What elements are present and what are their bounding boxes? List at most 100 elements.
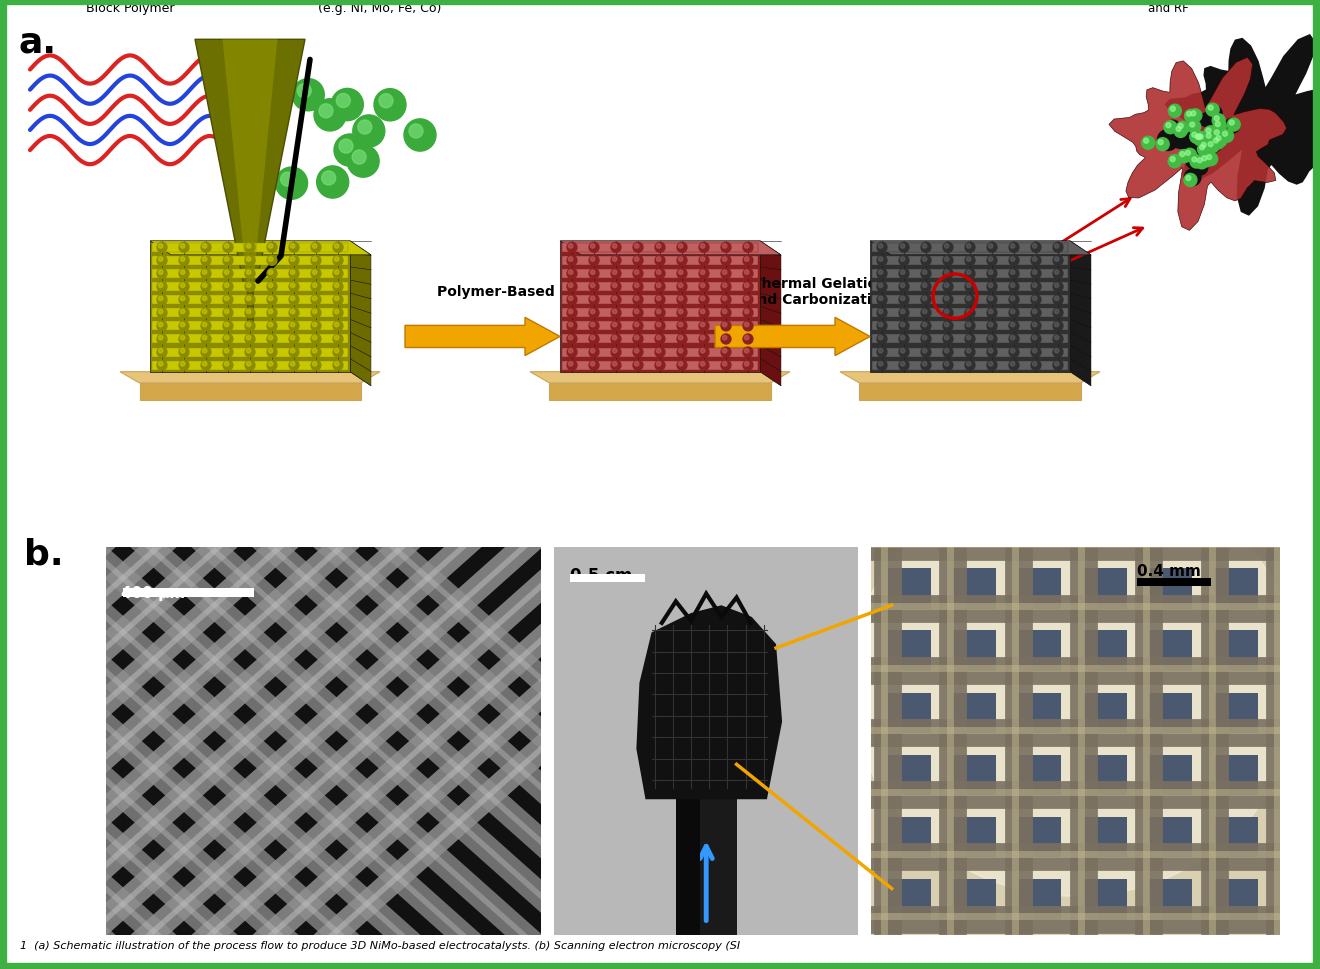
Circle shape (878, 323, 883, 328)
Circle shape (700, 282, 709, 293)
Circle shape (1032, 270, 1038, 275)
Circle shape (568, 334, 577, 345)
Circle shape (333, 348, 343, 358)
Circle shape (202, 244, 207, 249)
Circle shape (965, 269, 975, 279)
Circle shape (1184, 174, 1197, 187)
Circle shape (900, 362, 906, 366)
Circle shape (1225, 119, 1239, 134)
Circle shape (246, 269, 255, 279)
Bar (1214, 755, 1258, 796)
Circle shape (656, 349, 661, 354)
Circle shape (989, 310, 993, 314)
Bar (873, 322, 1068, 331)
Circle shape (921, 296, 931, 305)
Circle shape (379, 95, 393, 109)
Circle shape (989, 362, 993, 366)
Circle shape (181, 323, 185, 328)
Circle shape (290, 323, 294, 328)
Bar (1150, 569, 1192, 610)
Circle shape (246, 296, 255, 305)
Circle shape (1010, 258, 1015, 262)
Circle shape (1031, 296, 1041, 305)
Circle shape (590, 284, 595, 288)
Polygon shape (350, 241, 371, 387)
Circle shape (1197, 135, 1201, 140)
Circle shape (352, 151, 366, 165)
Circle shape (246, 282, 255, 293)
Circle shape (921, 360, 931, 371)
Circle shape (634, 282, 643, 293)
Bar (562, 243, 758, 253)
Bar (873, 309, 1068, 318)
Circle shape (201, 308, 211, 319)
Circle shape (923, 284, 927, 288)
Circle shape (246, 308, 255, 319)
Circle shape (290, 349, 294, 354)
Circle shape (1176, 127, 1181, 132)
Bar (1150, 755, 1192, 796)
Circle shape (701, 349, 705, 354)
Bar (873, 335, 1068, 344)
Circle shape (721, 256, 731, 266)
Circle shape (247, 362, 251, 366)
Circle shape (313, 362, 317, 366)
Circle shape (987, 322, 997, 331)
Circle shape (966, 297, 972, 301)
Circle shape (1055, 244, 1059, 249)
Circle shape (290, 362, 294, 366)
Circle shape (744, 270, 748, 275)
Bar (562, 309, 758, 318)
Circle shape (744, 310, 748, 314)
Circle shape (611, 269, 620, 279)
Circle shape (987, 269, 997, 279)
Circle shape (202, 310, 207, 314)
Circle shape (678, 297, 682, 301)
Circle shape (878, 270, 883, 275)
Circle shape (966, 336, 972, 340)
Circle shape (201, 334, 211, 345)
Circle shape (1008, 348, 1019, 358)
Circle shape (339, 140, 352, 154)
Circle shape (1179, 124, 1183, 129)
Circle shape (589, 360, 599, 371)
Circle shape (722, 336, 727, 340)
Circle shape (678, 270, 682, 275)
Circle shape (611, 348, 620, 358)
Circle shape (612, 244, 616, 249)
Circle shape (876, 334, 887, 345)
Circle shape (921, 269, 931, 279)
Circle shape (1031, 348, 1041, 358)
Circle shape (743, 243, 752, 253)
Circle shape (655, 322, 665, 331)
Circle shape (677, 334, 686, 345)
Circle shape (334, 336, 339, 340)
Circle shape (334, 362, 339, 366)
Circle shape (743, 360, 752, 371)
Circle shape (290, 297, 294, 301)
Circle shape (1010, 284, 1015, 288)
Polygon shape (859, 384, 1081, 400)
Bar (1214, 817, 1258, 858)
Bar (887, 569, 931, 610)
Circle shape (966, 270, 972, 275)
Bar (562, 296, 758, 305)
Circle shape (634, 308, 643, 319)
Circle shape (569, 244, 573, 249)
Bar (953, 755, 997, 796)
Circle shape (1008, 360, 1019, 371)
Circle shape (966, 310, 972, 314)
Circle shape (1032, 284, 1038, 288)
Circle shape (722, 258, 727, 262)
Circle shape (180, 334, 189, 345)
Circle shape (611, 243, 620, 253)
Circle shape (1008, 269, 1019, 279)
Circle shape (1010, 323, 1015, 328)
Circle shape (333, 308, 343, 319)
Circle shape (611, 282, 620, 293)
Circle shape (181, 362, 185, 366)
Circle shape (334, 297, 339, 301)
Circle shape (966, 323, 972, 328)
Circle shape (590, 270, 595, 275)
Circle shape (942, 296, 953, 305)
